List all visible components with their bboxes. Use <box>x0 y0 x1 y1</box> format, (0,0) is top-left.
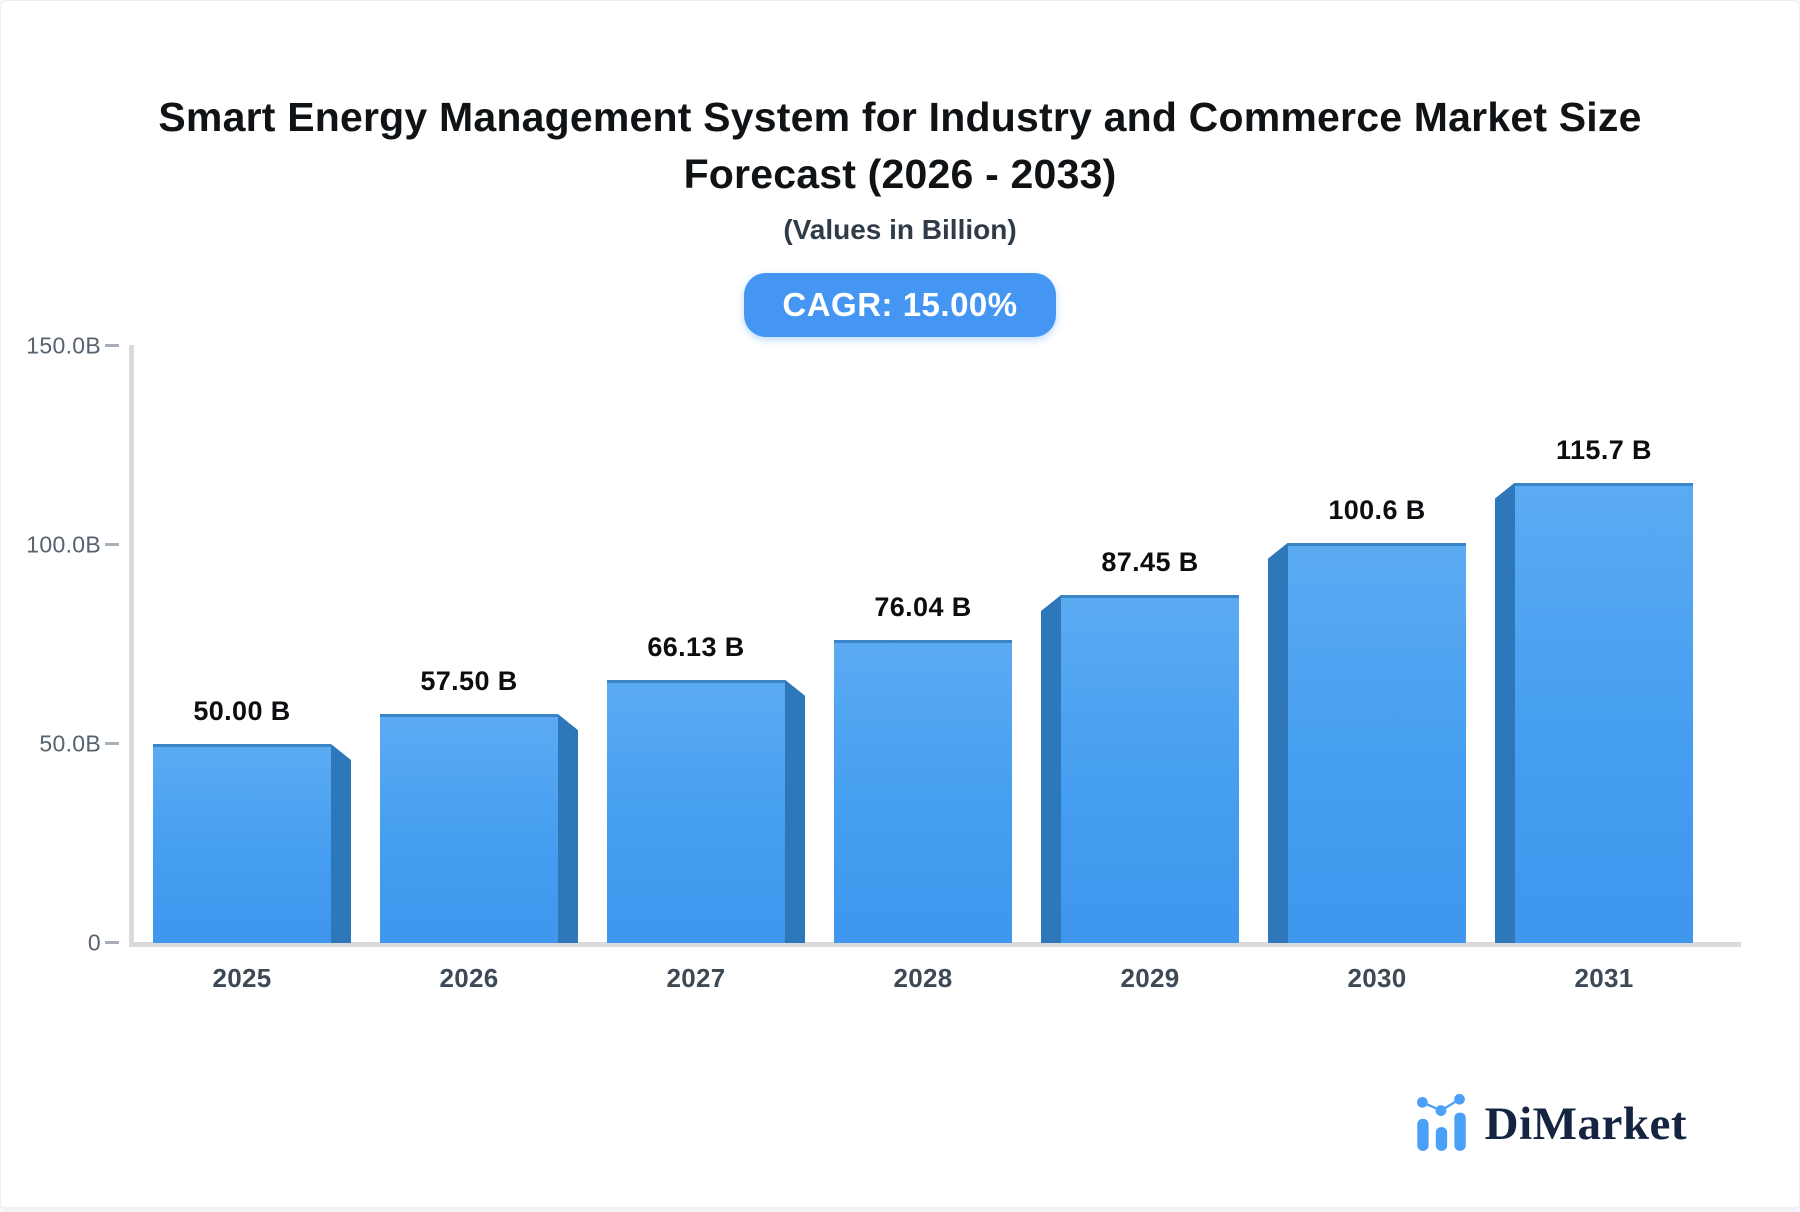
y-tick-label: 0 <box>87 929 101 956</box>
bar-value-label: 87.45 B <box>1101 546 1199 577</box>
bar-2030 <box>1288 542 1466 943</box>
chart-title-line-2: Forecast (2026 - 2033) <box>683 150 1117 197</box>
bar-value-label: 100.6 B <box>1328 494 1426 525</box>
bar-side-face <box>785 679 805 943</box>
x-axis-label-2025: 2025 <box>212 963 272 993</box>
bar-2029 <box>1061 594 1239 943</box>
chart-title-line-1: Smart Energy Management System for Indus… <box>158 94 1642 140</box>
x-axis-label-2026: 2026 <box>439 963 499 993</box>
x-axis-label-2027: 2027 <box>666 963 726 993</box>
cagr-badge: CAGR: 15.00% <box>744 273 1056 338</box>
bar-value-label: 50.00 B <box>193 696 291 726</box>
x-axis-label-2028: 2028 <box>893 963 953 993</box>
x-axis-label-2031: 2031 <box>1574 963 1634 993</box>
bar-2028 <box>834 640 1012 943</box>
y-tick-label: 100.0B <box>26 531 101 558</box>
y-tick-label: 50.0B <box>39 730 101 757</box>
bar-value-label: 57.50 B <box>420 666 518 697</box>
bar-value-label: 66.13 B <box>647 631 745 662</box>
y-tick-mark <box>105 742 119 745</box>
y-tick-mark <box>105 941 119 944</box>
bar-2025 <box>153 744 331 943</box>
bar-side-face <box>1495 482 1515 943</box>
y-axis-line <box>129 345 134 946</box>
dimarket-bars-icon <box>1416 1093 1466 1151</box>
x-axis-line <box>129 942 1741 947</box>
bar-side-face <box>1268 542 1288 943</box>
chart-subtitle: (Values in Billion) <box>783 214 1017 246</box>
bar-side-face <box>1041 594 1061 943</box>
bar-2027 <box>607 679 785 943</box>
dimarket-logo-text: DiMarket <box>1484 1098 1687 1150</box>
bar-value-label: 115.7 B <box>1556 434 1652 465</box>
bar-2031 <box>1515 482 1693 943</box>
bar-side-face <box>558 714 578 943</box>
y-tick-mark <box>105 344 119 347</box>
bar-2026 <box>380 714 558 943</box>
y-tick-mark <box>105 543 119 546</box>
chart-title: Smart Energy Management System for Indus… <box>1 89 1799 202</box>
x-axis-label-2030: 2030 <box>1347 963 1407 993</box>
y-tick-label: 150.0B <box>26 332 101 359</box>
dimarket-logo: DiMarket <box>1409 1091 1687 1157</box>
chart-header: Smart Energy Management System for Indus… <box>1 89 1799 338</box>
x-axis-label-2029: 2029 <box>1120 963 1180 993</box>
bar-value-label: 76.04 B <box>874 592 972 623</box>
bar-side-face <box>331 744 351 943</box>
